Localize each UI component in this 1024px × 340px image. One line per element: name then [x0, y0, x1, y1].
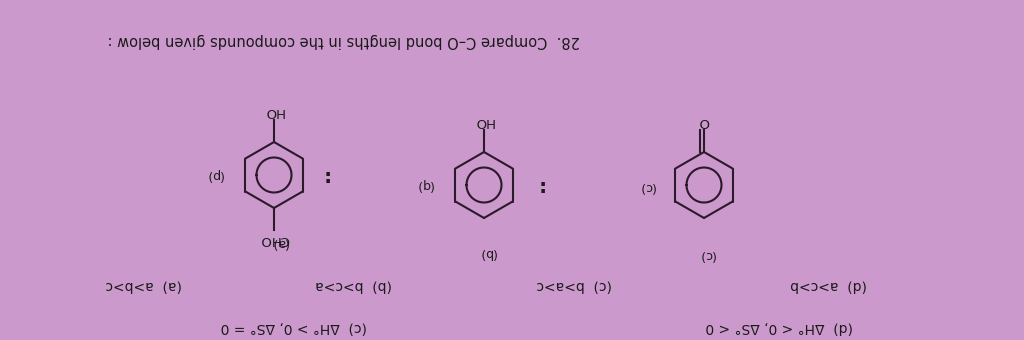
- Text: HO: HO: [264, 104, 285, 118]
- Text: 28.  Compare C–O bond lengths in the compounds given below :: 28. Compare C–O bond lengths in the comp…: [108, 33, 581, 48]
- Text: :: :: [321, 166, 328, 185]
- Text: (b): (b): [478, 246, 496, 259]
- Text: :: :: [536, 175, 543, 194]
- Text: (a)  a>b>c: (a) a>b>c: [105, 278, 182, 292]
- Text: HO: HO: [474, 115, 495, 128]
- Text: (a): (a): [270, 237, 288, 250]
- Text: (d)  a>c>b: (d) a>c>b: [791, 278, 867, 292]
- Text: (b)  b>c>a: (b) b>c>a: [315, 278, 392, 292]
- Text: (q): (q): [415, 178, 433, 191]
- Text: (p): (p): [205, 169, 223, 182]
- Text: (c): (c): [697, 249, 715, 261]
- Text: (d)  ΔH° < 0, ΔS° < 0: (d) ΔH° < 0, ΔS° < 0: [706, 320, 853, 334]
- Text: (c)  ΔH° > 0, ΔS° = 0: (c) ΔH° > 0, ΔS° = 0: [221, 320, 368, 334]
- Text: CHO: CHO: [259, 233, 289, 245]
- Text: (c)  b>a>c: (c) b>a>c: [537, 278, 611, 292]
- Text: O: O: [698, 115, 710, 128]
- Text: (c): (c): [638, 181, 654, 193]
